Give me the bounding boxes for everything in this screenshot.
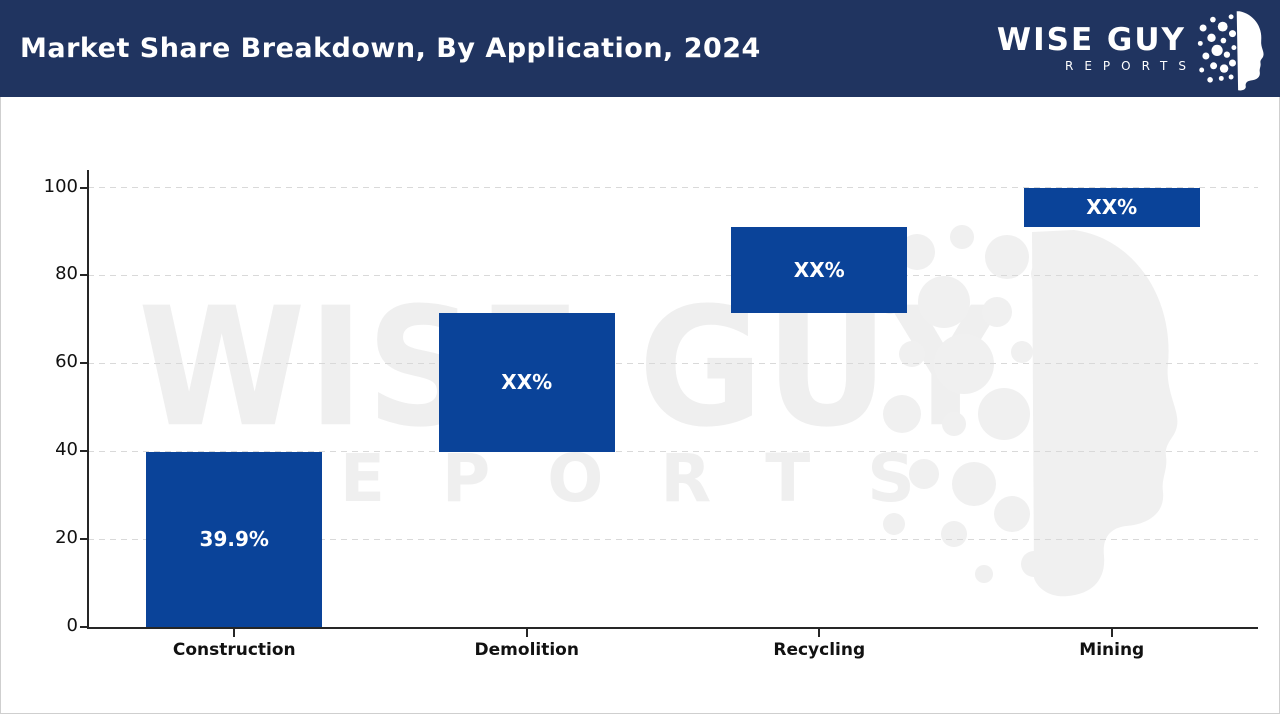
y-tick-label-80: 80 [55,263,78,285]
bar-demolition [438,313,615,452]
x-tick-mark-construction [233,629,236,637]
bar-value-label-mining: XX% [1086,195,1138,220]
logo-face-icon [1197,10,1264,90]
gridline-40 [88,450,1258,452]
y-tick-mark-80 [80,274,88,277]
page-title: Market Share Breakdown, By Application, … [20,33,761,64]
y-tick-label-100: 100 [43,175,78,197]
category-label-construction: Construction [172,640,296,660]
watermark-reports: REPORTS [232,440,972,517]
bar-mining [1023,187,1200,228]
category-label-recycling: Recycling [773,640,866,660]
x-tick-mark-mining [1110,629,1113,637]
gridline-60 [88,362,1258,364]
y-tick-label-0: 0 [66,615,78,636]
y-tick-mark-60 [80,362,88,365]
category-label-demolition: Demolition [474,640,579,660]
y-tick-label-20: 20 [55,527,78,549]
bar-value-label-demolition: XX% [501,370,553,395]
logo-wordmark: WISE GUY REPORTS [996,21,1186,73]
header-bar: Market Share Breakdown, By Application, … [0,0,1280,97]
brand-logo: WISE GUY REPORTS [997,0,1280,97]
y-tick-mark-40 [80,450,88,453]
gridline-100 [88,187,1258,189]
x-axis-line [87,627,1258,629]
y-tick-label-60: 60 [55,351,78,373]
bar-recycling [731,227,908,314]
y-axis-line [87,170,89,629]
bar-value-label-recycling: XX% [793,258,845,283]
watermark-face-icon [880,225,1178,597]
bar-construction [146,451,323,627]
bar-value-label-construction: 39.9% [199,527,269,552]
logo-wordmark-line2: REPORTS [1064,58,1197,73]
category-label-mining: Mining [1079,640,1145,660]
y-tick-label-40: 40 [55,439,78,461]
x-tick-mark-demolition [525,629,528,637]
gridline-80 [88,274,1258,276]
y-tick-mark-100 [80,186,88,189]
y-tick-mark-0 [80,626,88,628]
x-tick-mark-recycling [818,629,821,637]
gridline-20 [88,538,1258,540]
y-tick-mark-20 [80,538,88,541]
logo-wordmark-line1: WISE GUY [996,21,1186,58]
